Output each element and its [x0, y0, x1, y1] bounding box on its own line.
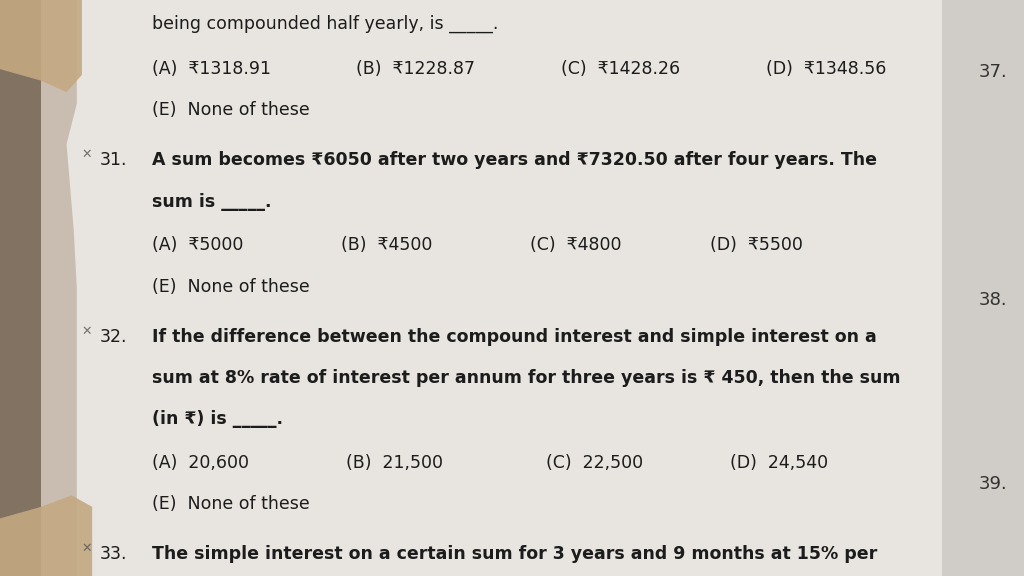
Text: (D)  ₹1348.56: (D) ₹1348.56 — [766, 60, 887, 78]
Text: 31.: 31. — [99, 151, 127, 169]
Text: (B)  21,500: (B) 21,500 — [346, 454, 443, 472]
Text: A sum becomes ₹6050 after two years and ₹7320.50 after four years. The: A sum becomes ₹6050 after two years and … — [152, 151, 877, 169]
Polygon shape — [0, 0, 77, 576]
Text: sum at 8% rate of interest per annum for three years is ₹ 450, then the sum: sum at 8% rate of interest per annum for… — [152, 369, 900, 387]
Text: (D)  24,540: (D) 24,540 — [730, 454, 828, 472]
Text: (D)  ₹5500: (D) ₹5500 — [710, 236, 803, 254]
Text: 37.: 37. — [979, 63, 1008, 81]
Text: If the difference between the compound interest and simple interest on a: If the difference between the compound i… — [152, 328, 877, 346]
Text: (C)  22,500: (C) 22,500 — [546, 454, 643, 472]
Text: 32.: 32. — [99, 328, 127, 346]
Text: ✕: ✕ — [82, 149, 92, 161]
Text: ✕: ✕ — [82, 543, 92, 555]
Text: (B)  ₹1228.87: (B) ₹1228.87 — [356, 60, 475, 78]
Text: (A)  20,600: (A) 20,600 — [152, 454, 249, 472]
Text: (C)  ₹4800: (C) ₹4800 — [530, 236, 622, 254]
Text: (C)  ₹1428.26: (C) ₹1428.26 — [561, 60, 680, 78]
Text: sum is _____.: sum is _____. — [152, 193, 271, 211]
Text: (in ₹) is _____.: (in ₹) is _____. — [152, 411, 283, 429]
Text: (A)  ₹1318.91: (A) ₹1318.91 — [152, 60, 270, 78]
Bar — [942, 0, 1024, 576]
Polygon shape — [0, 495, 92, 576]
Text: (E)  None of these: (E) None of these — [152, 278, 309, 295]
Text: 33.: 33. — [99, 545, 127, 563]
Bar — [77, 0, 952, 576]
Bar — [0, 0, 41, 576]
Text: ✕: ✕ — [82, 325, 92, 338]
Text: (A)  ₹5000: (A) ₹5000 — [152, 236, 243, 254]
Text: being compounded half yearly, is _____.: being compounded half yearly, is _____. — [152, 14, 498, 33]
Text: (B)  ₹4500: (B) ₹4500 — [341, 236, 432, 254]
Text: 39.: 39. — [979, 475, 1008, 493]
Text: (E)  None of these: (E) None of these — [152, 495, 309, 513]
Polygon shape — [0, 0, 82, 92]
Text: 38.: 38. — [979, 291, 1008, 309]
Text: (E)  None of these: (E) None of these — [152, 101, 309, 119]
Text: The simple interest on a certain sum for 3 years and 9 months at 15% per: The simple interest on a certain sum for… — [152, 545, 877, 563]
